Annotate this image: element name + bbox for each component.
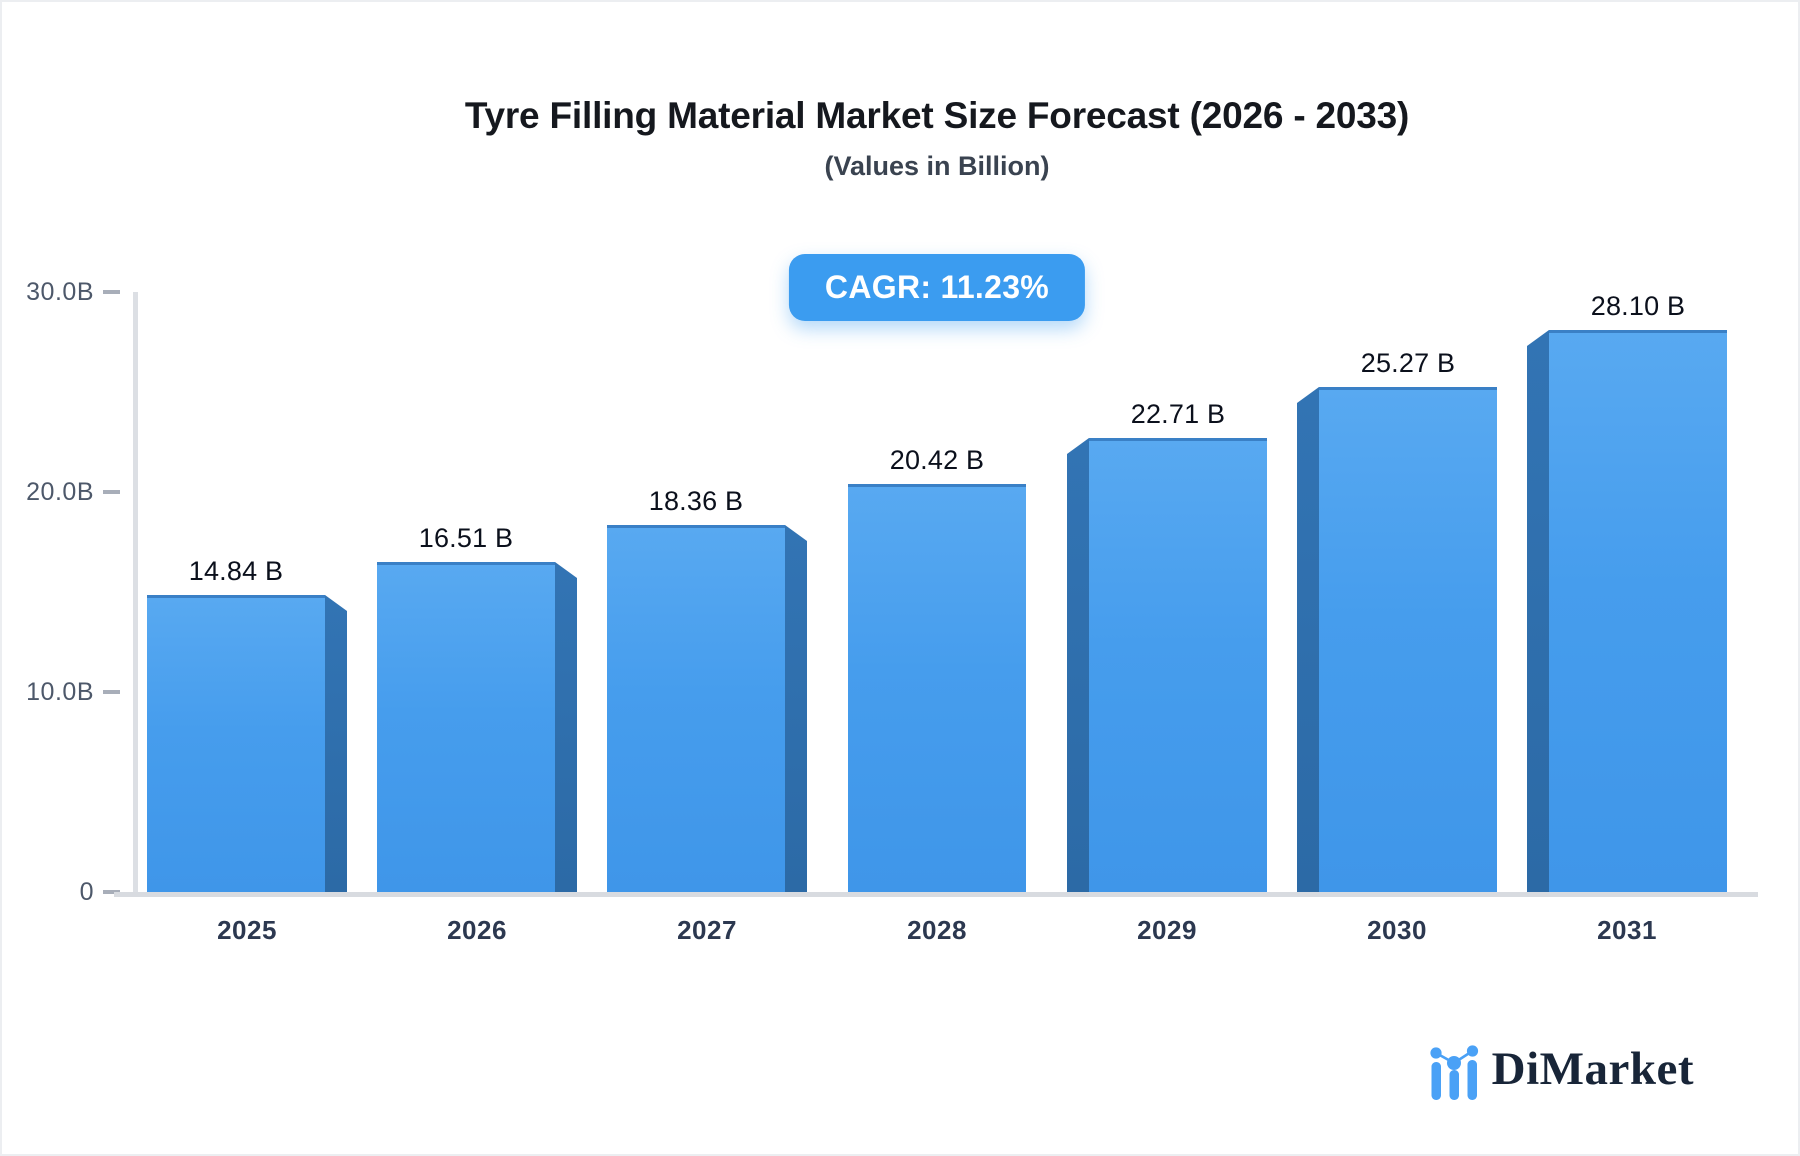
bar-value-label: 16.51 B — [418, 523, 514, 553]
bar-group-2026: 16.51 B 2026 — [362, 2, 592, 945]
bar-3d — [837, 484, 1037, 892]
y-tick-label: 30.0B — [26, 278, 94, 306]
bar-3d — [147, 595, 347, 892]
y-tick-mark — [103, 690, 120, 694]
x-axis-line — [114, 892, 1758, 897]
bar-group-2028: 20.42 B 2028 — [822, 2, 1052, 945]
bar-value-label: 20.42 B — [889, 445, 985, 475]
bar-2030 — [1319, 387, 1497, 892]
y-tick-label: 0 — [79, 878, 94, 906]
bar-group-2029: 22.71 B 2029 — [1052, 2, 1282, 945]
bar-value-label: 22.71 B — [1130, 399, 1226, 429]
cagr-badge: CAGR: 11.23% — [788, 254, 1086, 321]
bar-group-2025: 14.84 B 2025 — [132, 2, 362, 945]
x-axis-label: 2027 — [677, 915, 737, 945]
bar-value-label: 18.36 B — [648, 486, 744, 516]
x-axis-label: 2026 — [447, 915, 507, 945]
bar-2025 — [147, 595, 325, 892]
bar-side-face — [1067, 438, 1089, 892]
bar-3d — [607, 525, 807, 892]
bar-side-face — [1527, 330, 1549, 892]
bar-group-2030: 25.27 B 2030 — [1282, 2, 1512, 945]
y-tick-mark — [103, 290, 120, 294]
bar-series: 14.84 B 2025 16.51 B 2026 18.36 B 2027 20.42 B… — [132, 2, 1742, 945]
x-axis-label: 2031 — [1597, 915, 1657, 945]
y-tick-mark — [103, 890, 120, 894]
chart-header: Tyre Filling Material Market Size Foreca… — [132, 2, 1742, 342]
y-tick-label: 20.0B — [26, 478, 94, 506]
bar-2028 — [848, 484, 1026, 892]
brand-name: DiMarket — [1491, 1043, 1694, 1095]
bar-2029 — [1089, 438, 1267, 892]
x-axis-label: 2030 — [1367, 915, 1427, 945]
x-axis-label: 2028 — [907, 915, 967, 945]
brand-logo: DiMarket — [1430, 1038, 1694, 1100]
bar-3d — [1527, 330, 1727, 892]
bar-value-label: 25.27 B — [1360, 348, 1456, 378]
bar-side-face — [1297, 387, 1319, 892]
bar-3d — [377, 562, 577, 892]
bar-group-2027: 18.36 B 2027 — [592, 2, 822, 945]
bar-2027 — [607, 525, 785, 892]
chart-subtitle: (Values in Billion) — [824, 151, 1050, 181]
bar-chart-logo-icon — [1430, 1045, 1478, 1100]
bar-value-label: 14.84 B — [188, 556, 284, 586]
x-axis-label: 2025 — [217, 915, 277, 945]
bar-side-face — [325, 595, 347, 892]
y-axis-line — [133, 292, 138, 892]
bar-value-label: 28.10 B — [1590, 291, 1686, 321]
y-tick-mark — [103, 490, 120, 494]
bar-3d — [1067, 438, 1267, 892]
bar-2026 — [377, 562, 555, 892]
bar-group-2031: 28.10 B 2031 — [1512, 2, 1742, 945]
bar-side-face — [555, 562, 577, 892]
chart-title: Tyre Filling Material Market Size Foreca… — [464, 95, 1410, 136]
bar-3d — [1297, 387, 1497, 892]
bar-side-face — [785, 525, 807, 892]
y-tick-label: 10.0B — [26, 678, 94, 706]
bar-2031 — [1549, 330, 1727, 892]
x-axis-label: 2029 — [1137, 915, 1197, 945]
